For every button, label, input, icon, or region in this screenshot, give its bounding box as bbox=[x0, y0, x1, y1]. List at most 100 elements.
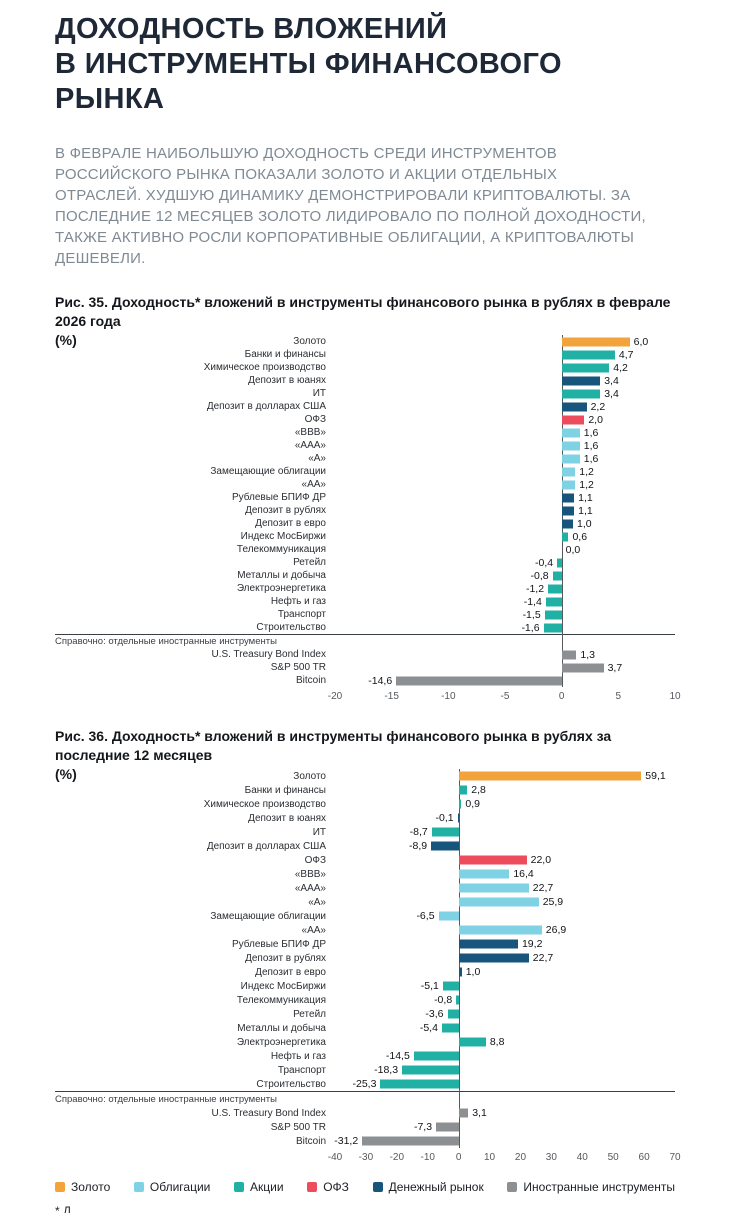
bar-value: -14,6 bbox=[368, 674, 393, 687]
bar-row: Строительство -25,3 bbox=[55, 1077, 675, 1091]
bar bbox=[458, 1108, 469, 1118]
bar-track: 25,9 bbox=[335, 895, 675, 909]
bar bbox=[458, 883, 529, 893]
legend-item: ОФЗ bbox=[307, 1180, 349, 1194]
bar-track: 1,6 bbox=[335, 426, 675, 439]
bar bbox=[402, 1065, 459, 1075]
bar-track: -1,4 bbox=[335, 595, 675, 608]
bar bbox=[458, 897, 539, 907]
x-axis: -40 -30 -20 -10 0 10 20 30 40 50 60 70 bbox=[55, 1148, 681, 1164]
intro-paragraph: В ФЕВРАЛЕ НАИБОЛЬШУЮ ДОХОДНОСТЬ СРЕДИ ИН… bbox=[55, 145, 646, 267]
bar-track: -0,1 bbox=[335, 811, 675, 825]
bar-value: 3,4 bbox=[604, 387, 619, 400]
bar-label: «AAA» bbox=[294, 440, 326, 451]
bar-row: Ретейл -0,4 bbox=[55, 556, 675, 569]
legend-item: Облигации bbox=[133, 1180, 210, 1194]
bar bbox=[552, 571, 562, 580]
bar-value: -7,3 bbox=[413, 1121, 433, 1133]
bar-track: -1,5 bbox=[335, 608, 675, 621]
bar-track: 1,1 bbox=[335, 491, 675, 504]
bar-row: Химическое производство 0,9 bbox=[55, 797, 675, 811]
bar-track: 1,6 bbox=[335, 452, 675, 465]
bar-row: Банки и финансы 4,7 bbox=[55, 348, 675, 361]
legend-label: Золото bbox=[71, 1180, 111, 1194]
chart-36-section: Рис. 36. Доходность* вложений в инструме… bbox=[55, 727, 681, 1164]
bar-value: 0,0 bbox=[565, 543, 581, 556]
page-title-line: В ИНСТРУМЕНТЫ ФИНАНСОВОГО bbox=[55, 48, 562, 80]
bar-value: 22,0 bbox=[530, 854, 552, 866]
bar bbox=[544, 610, 562, 619]
bar-label: «AA» bbox=[301, 924, 326, 936]
bar-track: 6,0 bbox=[335, 335, 675, 348]
bar bbox=[561, 650, 577, 659]
bar-label: Строительство bbox=[256, 1078, 326, 1090]
footnote: * Д bbox=[55, 1204, 72, 1213]
axis-tick-label: 40 bbox=[576, 1152, 588, 1163]
bar-value: 1,2 bbox=[579, 465, 594, 478]
bar-track: 19,2 bbox=[335, 937, 675, 951]
bar-value: -1,6 bbox=[521, 621, 540, 634]
bar-row: U.S. Treasury Bond Index 1,3 bbox=[55, 648, 675, 661]
bar-row: Электроэнергетика -1,2 bbox=[55, 582, 675, 595]
bar-value: 3,7 bbox=[607, 661, 623, 674]
bar-track: -8,9 bbox=[335, 839, 675, 853]
bar-label: «A» bbox=[308, 896, 326, 908]
bar-row: Металлы и добыча -5,4 bbox=[55, 1021, 675, 1035]
bar-value: 1,6 bbox=[583, 439, 599, 452]
bar-row: Металлы и добыча -0,8 bbox=[55, 569, 675, 582]
bar-label: Депозит в долларах США bbox=[206, 840, 326, 852]
bar bbox=[457, 813, 459, 823]
bar bbox=[561, 415, 585, 424]
bar bbox=[561, 519, 573, 528]
reference-label: Справочно: отдельные иностранные инструм… bbox=[55, 1093, 277, 1105]
bar-value: 26,9 bbox=[545, 924, 567, 936]
bar-row: Депозит в долларах США 2,2 bbox=[55, 400, 675, 413]
bar-value: -14,5 bbox=[385, 1050, 410, 1062]
bar-label: Депозит в долларах США bbox=[206, 401, 326, 412]
bar-row: ОФЗ 2,0 bbox=[55, 413, 675, 426]
bar-row: Депозит в рублях 22,7 bbox=[55, 951, 675, 965]
bar-row: ИТ -8,7 bbox=[55, 825, 675, 839]
bar-label: «BBB» bbox=[294, 868, 326, 880]
bar-row: Рублевые БПИФ ДР 19,2 bbox=[55, 937, 675, 951]
bar-track: -5,1 bbox=[335, 979, 675, 993]
legend-swatch bbox=[55, 1182, 65, 1192]
bar bbox=[458, 855, 527, 865]
axis-tick-label: 50 bbox=[607, 1152, 619, 1163]
axis-tick-label: -10 bbox=[441, 691, 456, 702]
axis-tick-label: 70 bbox=[669, 1152, 681, 1163]
bar-value: 6,0 bbox=[633, 335, 649, 348]
bar-row: «AA» 26,9 bbox=[55, 923, 675, 937]
bar-row: Депозит в евро 1,0 bbox=[55, 517, 675, 530]
bar-label: Транспорт bbox=[277, 609, 326, 620]
bar-row: Рублевые БПИФ ДР 1,1 bbox=[55, 491, 675, 504]
chart-35-unit: (%) bbox=[55, 332, 77, 348]
bar-label: S&P 500 TR bbox=[270, 662, 326, 673]
bar bbox=[561, 493, 575, 502]
bar-label: Депозит в евро bbox=[255, 966, 326, 978]
bar-label: Телекоммуникация bbox=[236, 544, 326, 555]
bar-label: «BBB» bbox=[294, 427, 326, 438]
legend-swatch bbox=[507, 1182, 518, 1192]
bar bbox=[380, 1079, 459, 1089]
axis-tick-label: 0 bbox=[455, 1152, 462, 1163]
page-title-line: РЫНКА bbox=[55, 83, 165, 115]
bar-value: 59,1 bbox=[645, 770, 666, 782]
legend-label: Иностранные инструменты bbox=[523, 1180, 675, 1194]
bar-value: 0,6 bbox=[572, 530, 588, 543]
bar bbox=[561, 428, 580, 437]
bar-row: U.S. Treasury Bond Index 3,1 bbox=[55, 1106, 675, 1120]
bar-track: 3,4 bbox=[335, 374, 675, 387]
bar-label: Транспорт bbox=[277, 1064, 326, 1076]
bar bbox=[458, 925, 542, 935]
bar-row: «AA» 1,2 bbox=[55, 478, 675, 491]
bar bbox=[396, 676, 562, 685]
bar bbox=[458, 799, 462, 809]
bar-value: 3,1 bbox=[472, 1107, 487, 1119]
bar-row: «BBB» 16,4 bbox=[55, 867, 675, 881]
bar bbox=[561, 441, 580, 450]
bar-label: Банки и финансы bbox=[244, 349, 326, 360]
bar-value: -5,4 bbox=[419, 1022, 438, 1034]
bar-row: Ретейл -3,6 bbox=[55, 1007, 675, 1021]
reference-separator: Справочно: отдельные иностранные инструм… bbox=[55, 1091, 675, 1106]
